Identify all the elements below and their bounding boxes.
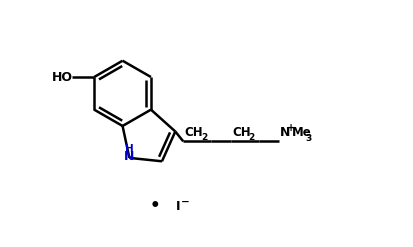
Text: N: N	[280, 126, 290, 139]
Text: CH: CH	[233, 126, 251, 139]
Text: I: I	[176, 200, 180, 213]
Text: 2: 2	[249, 133, 255, 142]
Text: 2: 2	[201, 133, 207, 142]
Text: H: H	[125, 144, 134, 154]
Text: •: •	[150, 197, 161, 215]
Text: N: N	[124, 150, 135, 164]
Text: CH: CH	[185, 126, 204, 139]
Text: −: −	[181, 197, 190, 207]
Text: Me: Me	[292, 126, 311, 139]
Text: HO: HO	[52, 71, 73, 83]
Text: 3: 3	[306, 134, 312, 143]
Text: +: +	[287, 124, 295, 133]
